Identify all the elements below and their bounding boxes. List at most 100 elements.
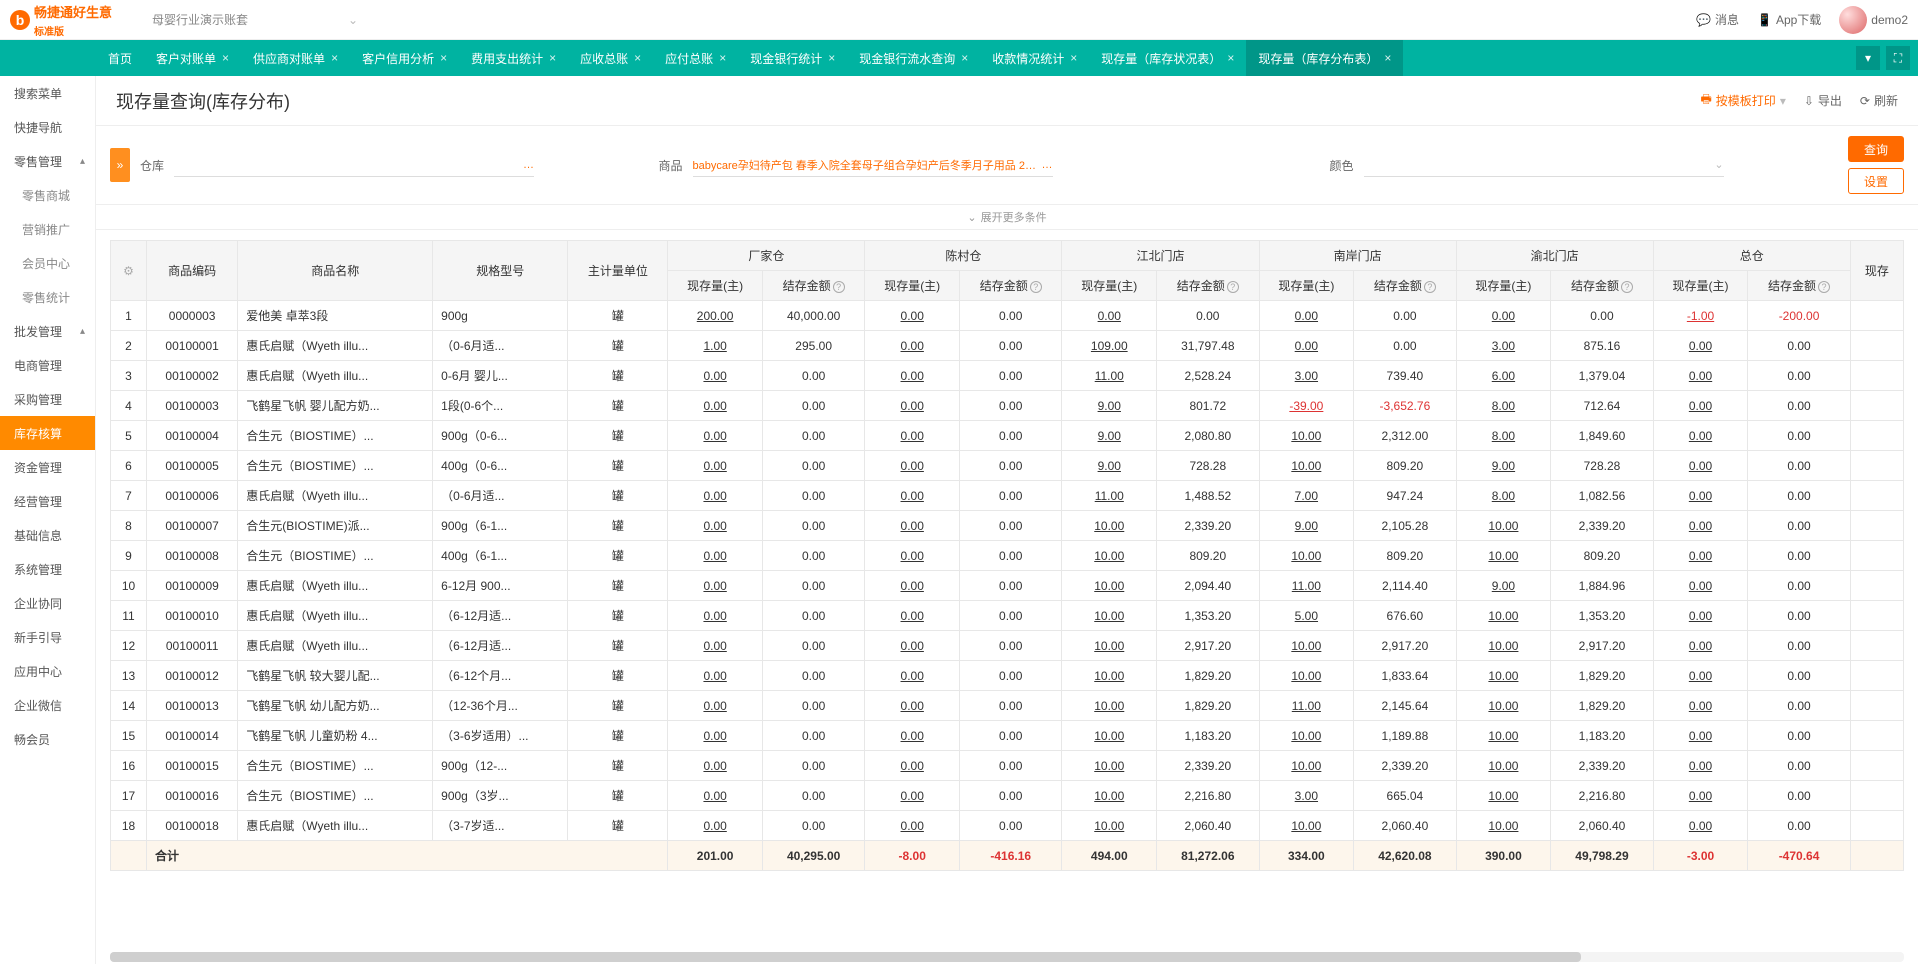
qty-cell[interactable]: 10.00 [1456, 811, 1551, 841]
qty-cell[interactable]: 0.00 [668, 661, 763, 691]
user-menu[interactable]: demo2 [1839, 6, 1908, 34]
qty-cell[interactable]: 3.00 [1259, 781, 1354, 811]
qty-cell[interactable]: 0.00 [1653, 451, 1748, 481]
qty-cell[interactable]: 10.00 [1259, 811, 1354, 841]
help-icon[interactable]: ? [1818, 281, 1830, 293]
qty-cell[interactable]: 10.00 [1062, 721, 1157, 751]
qty-cell[interactable]: 0.00 [865, 631, 960, 661]
qty-cell[interactable]: 0.00 [1259, 301, 1354, 331]
warehouse-input[interactable]: … [174, 153, 534, 177]
qty-cell[interactable]: 0.00 [1653, 571, 1748, 601]
qty-cell[interactable]: -1.00 [1653, 301, 1748, 331]
qty-cell[interactable]: 0.00 [668, 631, 763, 661]
qty-cell[interactable]: -39.00 [1259, 391, 1354, 421]
fullscreen-icon[interactable]: ⛶ [1886, 46, 1910, 70]
close-icon[interactable]: × [549, 51, 556, 65]
qty-cell[interactable]: 10.00 [1456, 541, 1551, 571]
qty-cell[interactable]: 10.00 [1259, 541, 1354, 571]
tab[interactable]: 现金银行流水查询× [847, 40, 980, 76]
sidebar-item[interactable]: 新手引导 [0, 620, 95, 654]
ellipsis-icon[interactable]: … [523, 159, 534, 171]
sidebar-item[interactable]: 基础信息 [0, 518, 95, 552]
tab[interactable]: 收款情况统计× [980, 40, 1089, 76]
qty-cell[interactable]: 8.00 [1456, 391, 1551, 421]
qty-cell[interactable]: 0.00 [1653, 751, 1748, 781]
qty-cell[interactable]: 0.00 [865, 751, 960, 781]
ellipsis-icon[interactable]: … [1042, 159, 1053, 171]
close-icon[interactable]: × [1384, 51, 1391, 65]
qty-cell[interactable]: 0.00 [668, 421, 763, 451]
sidebar-item[interactable]: 采购管理 [0, 382, 95, 416]
qty-cell[interactable]: 9.00 [1259, 511, 1354, 541]
qty-cell[interactable]: 11.00 [1259, 571, 1354, 601]
sidebar-item[interactable]: 零售商城 [0, 178, 95, 212]
sidebar-item[interactable]: 企业协同 [0, 586, 95, 620]
qty-cell[interactable]: 0.00 [865, 541, 960, 571]
tab[interactable]: 客户对账单× [144, 40, 241, 76]
gear-icon[interactable]: ⚙ [123, 264, 134, 278]
qty-cell[interactable]: 10.00 [1456, 721, 1551, 751]
qty-cell[interactable]: 0.00 [865, 511, 960, 541]
product-input[interactable]: babycare孕妇待产包 春季入院全套母子组合孕妇产后冬季月子用品 22件套 … [693, 153, 1053, 177]
qty-cell[interactable]: 0.00 [865, 571, 960, 601]
qty-cell[interactable]: 6.00 [1456, 361, 1551, 391]
messages-link[interactable]: 💬消息 [1696, 11, 1739, 28]
close-icon[interactable]: × [719, 51, 726, 65]
sidebar-item[interactable]: 营销推广 [0, 212, 95, 246]
color-input[interactable]: ⌄ [1364, 153, 1724, 177]
help-icon[interactable]: ? [1030, 281, 1042, 293]
print-button[interactable]: 🖶按模板打印▾ [1700, 90, 1785, 111]
tab[interactable]: 应付总账× [653, 40, 738, 76]
qty-cell[interactable]: 0.00 [1653, 631, 1748, 661]
sidebar-item[interactable]: 电商管理 [0, 348, 95, 382]
qty-cell[interactable]: 0.00 [1653, 361, 1748, 391]
app-download-link[interactable]: 📱App下载 [1757, 11, 1821, 28]
qty-cell[interactable]: 200.00 [668, 301, 763, 331]
close-icon[interactable]: × [634, 51, 641, 65]
sidebar-item[interactable]: 资金管理 [0, 450, 95, 484]
qty-cell[interactable]: 0.00 [865, 661, 960, 691]
qty-cell[interactable]: 10.00 [1259, 631, 1354, 661]
qty-cell[interactable]: 0.00 [1653, 721, 1748, 751]
export-button[interactable]: ⇩导出 [1804, 90, 1842, 111]
sidebar-item[interactable]: 快捷导航 [0, 110, 95, 144]
qty-cell[interactable]: 0.00 [668, 751, 763, 781]
qty-cell[interactable]: 10.00 [1062, 601, 1157, 631]
help-icon[interactable]: ? [1227, 281, 1239, 293]
qty-cell[interactable]: 0.00 [1653, 541, 1748, 571]
qty-cell[interactable]: 0.00 [865, 451, 960, 481]
qty-cell[interactable]: 0.00 [865, 691, 960, 721]
sidebar-group[interactable]: 零售管理▴ [0, 144, 95, 178]
qty-cell[interactable]: 10.00 [1062, 571, 1157, 601]
qty-cell[interactable]: 0.00 [1653, 331, 1748, 361]
qty-cell[interactable]: 0.00 [865, 421, 960, 451]
qty-cell[interactable]: 0.00 [865, 391, 960, 421]
qty-cell[interactable]: 10.00 [1062, 631, 1157, 661]
horizontal-scrollbar[interactable] [110, 952, 1904, 962]
close-icon[interactable]: × [961, 51, 968, 65]
qty-cell[interactable]: 0.00 [1653, 601, 1748, 631]
qty-cell[interactable]: 10.00 [1062, 511, 1157, 541]
settings-button[interactable]: 设置 [1848, 168, 1904, 194]
sidebar-group[interactable]: 批发管理▴ [0, 314, 95, 348]
qty-cell[interactable]: 0.00 [668, 451, 763, 481]
qty-cell[interactable]: 10.00 [1456, 661, 1551, 691]
qty-cell[interactable]: 10.00 [1456, 631, 1551, 661]
qty-cell[interactable]: 0.00 [865, 301, 960, 331]
close-icon[interactable]: × [1070, 51, 1077, 65]
qty-cell[interactable]: 0.00 [668, 511, 763, 541]
qty-cell[interactable]: 0.00 [668, 811, 763, 841]
help-icon[interactable]: ? [1424, 281, 1436, 293]
close-icon[interactable]: × [222, 51, 229, 65]
qty-cell[interactable]: 9.00 [1456, 571, 1551, 601]
close-icon[interactable]: × [1227, 51, 1234, 65]
qty-cell[interactable]: 10.00 [1062, 661, 1157, 691]
qty-cell[interactable]: 10.00 [1456, 691, 1551, 721]
qty-cell[interactable]: 10.00 [1456, 601, 1551, 631]
close-icon[interactable]: × [440, 51, 447, 65]
qty-cell[interactable]: 10.00 [1456, 751, 1551, 781]
qty-cell[interactable]: 109.00 [1062, 331, 1157, 361]
qty-cell[interactable]: 0.00 [668, 721, 763, 751]
qty-cell[interactable]: 0.00 [865, 721, 960, 751]
qty-cell[interactable]: 8.00 [1456, 481, 1551, 511]
